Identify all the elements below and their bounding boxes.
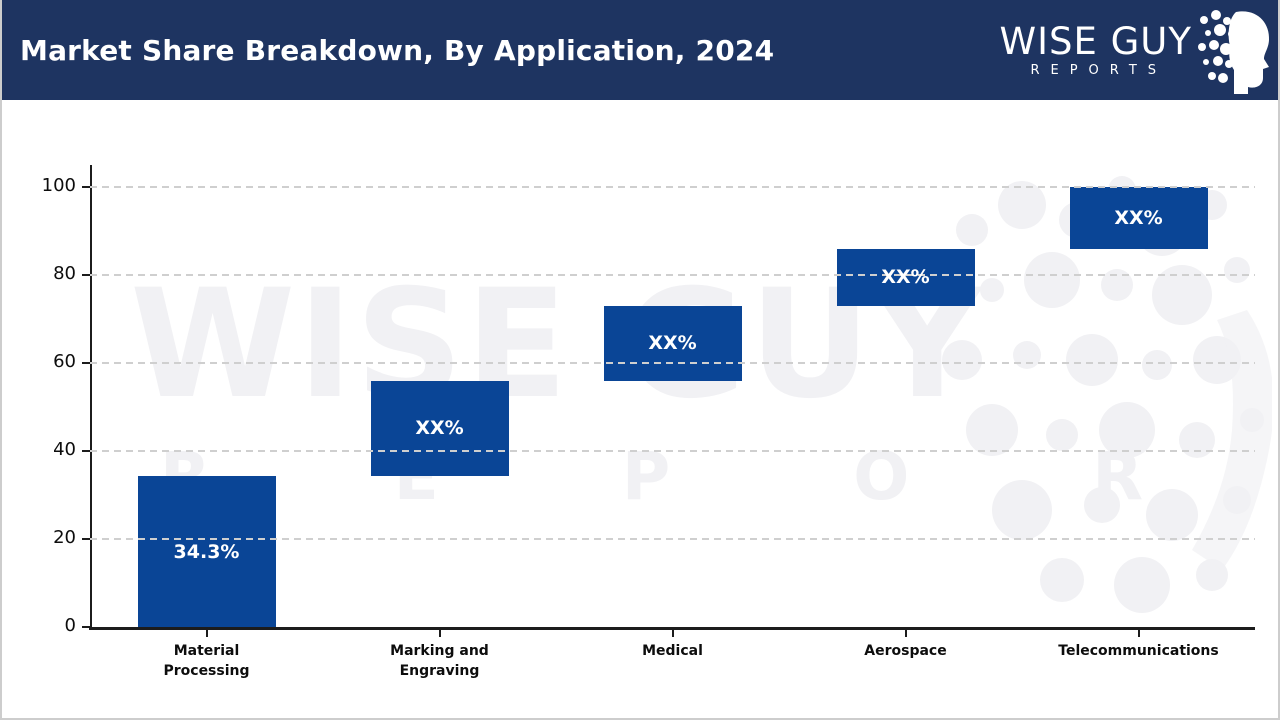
gridline: [90, 362, 1255, 364]
y-tick-mark: [82, 450, 90, 452]
y-tick-label: 0: [64, 615, 76, 636]
x-tick-mark: [1137, 630, 1140, 637]
gridline: [90, 186, 1255, 188]
y-tick-mark: [82, 274, 90, 276]
bar-segment: [1069, 187, 1208, 249]
y-tick-mark: [82, 626, 90, 628]
bar-value-label: XX%: [881, 266, 930, 289]
logo-subtext: REPORTS: [1030, 63, 1168, 78]
x-axis-line: [89, 627, 1255, 630]
waterfall-chart: 0 20 40 60 80 100 34.3% Material Processing XX% Ma…: [2, 100, 1278, 718]
y-tick-mark: [82, 538, 90, 540]
header-bar: Market Share Breakdown, By Application, …: [2, 0, 1278, 100]
x-tick-label: Medical: [642, 643, 703, 659]
bar-segment: [836, 248, 975, 306]
bar-value-label: XX%: [1114, 206, 1163, 229]
x-tick-label: Marking and Engraving: [390, 643, 489, 680]
gridline: [90, 538, 1255, 540]
y-tick-label: 80: [53, 263, 76, 284]
x-tick-mark: [205, 630, 208, 637]
bar-value-label: XX%: [648, 332, 697, 355]
y-axis-line: [90, 165, 92, 630]
x-tick-label: Aerospace: [864, 643, 947, 659]
x-tick-label: Material Processing: [163, 643, 250, 680]
logo-wordmark: WISE GUY: [999, 20, 1192, 63]
page-title: Market Share Breakdown, By Application, …: [20, 33, 775, 67]
gridline: [90, 274, 1255, 276]
x-tick-mark: [438, 630, 441, 637]
y-tick-mark: [82, 362, 90, 364]
bar-segment: [370, 380, 509, 477]
x-tick-mark: [904, 630, 907, 637]
x-tick-label: Telecommunications: [1058, 643, 1219, 659]
wise-guy-reports-logo: WISE GUY REPORTS: [1000, 6, 1278, 94]
y-tick-label: 20: [53, 527, 76, 548]
y-tick-label: 100: [41, 175, 76, 196]
y-tick-label: 60: [53, 351, 76, 372]
y-tick-mark: [82, 186, 90, 188]
bar-value-label: XX%: [415, 417, 464, 440]
bar-segment: [603, 305, 742, 381]
gridline: [90, 450, 1255, 452]
y-tick-label: 40: [53, 439, 76, 460]
logo-head-icon: [1198, 10, 1270, 94]
bar-value-label: 34.3%: [173, 540, 240, 563]
x-tick-mark: [671, 630, 674, 637]
bar-segment: [137, 476, 276, 627]
logo-text: WISE GUY REPORTS: [1000, 23, 1192, 77]
